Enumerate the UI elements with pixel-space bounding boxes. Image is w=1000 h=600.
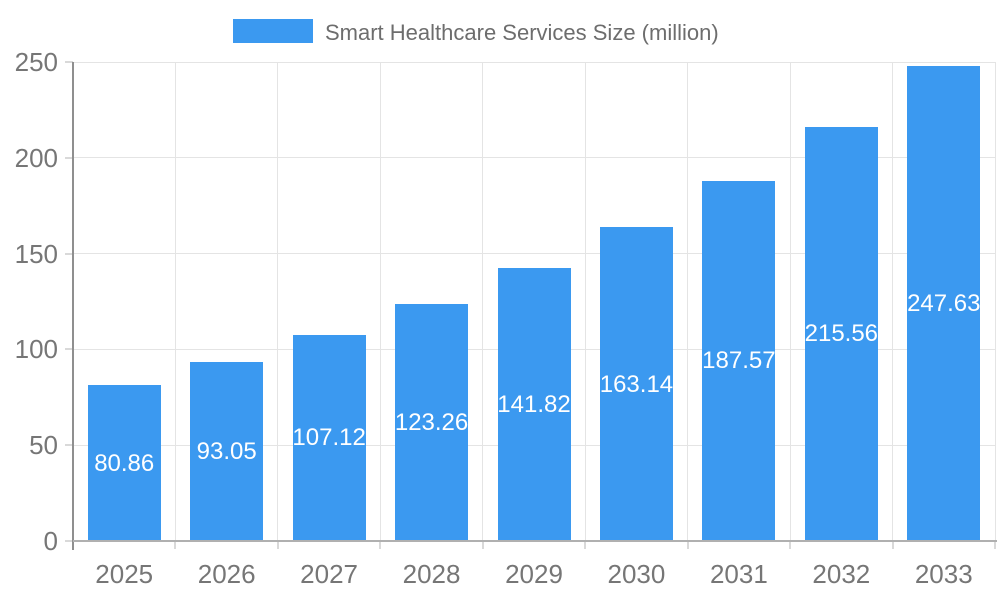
gridline-vertical: [277, 62, 279, 541]
x-axis-tick-label: 2033: [914, 559, 973, 589]
x-tick-mark: [276, 541, 279, 549]
x-axis-tick-label: 2025: [95, 559, 154, 589]
x-axis-tick-label: 2031: [709, 559, 768, 589]
bar: [599, 227, 673, 540]
y-axis-line: [72, 62, 74, 550]
legend-label: Smart Healthcare Services Size (million): [325, 20, 719, 45]
y-axis-tick-label: 0: [43, 526, 58, 556]
legend-swatch: [233, 19, 313, 43]
y-tick-mark: [65, 61, 73, 63]
x-axis-tick-label: 2026: [197, 559, 256, 589]
y-axis-tick-label: 250: [14, 47, 58, 77]
bar: [292, 334, 366, 540]
x-axis-tick-label: 2027: [300, 559, 359, 589]
bar-value-label: 163.14: [599, 370, 674, 398]
bar-value-label: 141.82: [497, 391, 571, 419]
gridline-vertical: [584, 62, 586, 541]
x-axis-tick-label: 2029: [505, 559, 563, 589]
y-tick-mark: [65, 540, 73, 542]
bar: [804, 126, 878, 540]
bar: [497, 268, 571, 540]
x-tick-mark: [686, 541, 689, 549]
bar-value-label: 123.26: [394, 408, 469, 436]
bar: [395, 303, 469, 540]
bar: [87, 385, 161, 540]
x-axis-tick-label: 2030: [607, 559, 666, 589]
x-axis-tick-label: 2032: [812, 559, 871, 589]
bar: [907, 65, 981, 540]
y-tick-mark: [65, 156, 73, 159]
x-tick-mark: [994, 541, 996, 549]
x-axis-tick-label: 2028: [402, 559, 461, 589]
x-tick-mark: [174, 541, 177, 549]
y-tick-mark: [65, 444, 73, 447]
gridline-vertical: [994, 62, 996, 541]
bar-value-label: 187.57: [702, 347, 776, 375]
y-axis-tick-label: 150: [14, 238, 58, 269]
gridline-vertical: [892, 62, 894, 541]
gridline-horizontal: [73, 61, 995, 63]
x-tick-mark: [481, 541, 484, 549]
bar: [190, 361, 264, 540]
gridline-vertical: [789, 62, 791, 541]
gridline-horizontal: [73, 157, 995, 159]
gridline-horizontal: [73, 253, 995, 255]
x-tick-mark: [379, 541, 382, 549]
bar-value-label: 80.86: [94, 449, 155, 477]
bar: [702, 180, 776, 540]
x-tick-mark: [789, 541, 792, 549]
bar-value-label: 215.56: [804, 320, 879, 348]
bar-value-label: 107.12: [292, 424, 366, 452]
y-axis-tick-label: 100: [14, 334, 58, 365]
y-tick-mark: [65, 252, 73, 255]
y-axis-tick-label: 200: [14, 142, 58, 173]
gridline-vertical: [379, 62, 381, 541]
y-axis-tick-label: 50: [29, 430, 58, 461]
gridline-vertical: [687, 62, 689, 541]
gridline-vertical: [482, 62, 484, 541]
x-tick-mark: [891, 541, 894, 549]
bar-value-label: 247.63: [907, 289, 981, 317]
y-tick-mark: [65, 348, 73, 351]
gridline-vertical: [174, 62, 176, 541]
chart-legend: Smart Healthcare Services Size (million): [0, 0, 1000, 56]
x-tick-mark: [584, 541, 587, 549]
bar-value-label: 93.05: [196, 437, 257, 465]
x-axis-line: [73, 540, 997, 542]
